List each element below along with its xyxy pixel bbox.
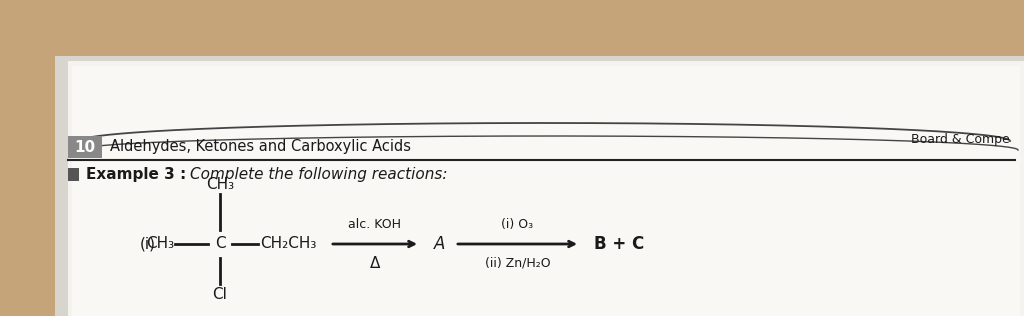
Text: A: A: [434, 235, 445, 253]
Text: Example 3 :: Example 3 :: [86, 167, 186, 183]
Text: (i): (i): [140, 236, 156, 252]
Text: Board & Compe: Board & Compe: [911, 133, 1010, 146]
Bar: [68, 168, 79, 181]
Text: CH₂CH₃: CH₂CH₃: [260, 236, 316, 252]
Text: alc. KOH: alc. KOH: [348, 218, 401, 231]
Text: Cl: Cl: [213, 287, 227, 302]
Text: Complete the following reactions:: Complete the following reactions:: [190, 167, 447, 183]
Text: CH₃: CH₃: [145, 236, 174, 252]
Text: 10: 10: [75, 139, 95, 155]
Text: (i) O₃: (i) O₃: [502, 218, 534, 231]
Text: Δ: Δ: [370, 256, 380, 271]
Bar: [68, 136, 102, 158]
Bar: [72, 66, 1020, 316]
Text: (ii) Zn/H₂O: (ii) Zn/H₂O: [484, 256, 550, 269]
Text: C: C: [215, 236, 225, 252]
Text: CH₃: CH₃: [206, 177, 234, 192]
Text: B + C: B + C: [594, 235, 644, 253]
Bar: [55, 56, 1024, 316]
Bar: [68, 61, 1024, 316]
Text: Aldehydes, Ketones and Carboxylic Acids: Aldehydes, Ketones and Carboxylic Acids: [110, 139, 411, 155]
